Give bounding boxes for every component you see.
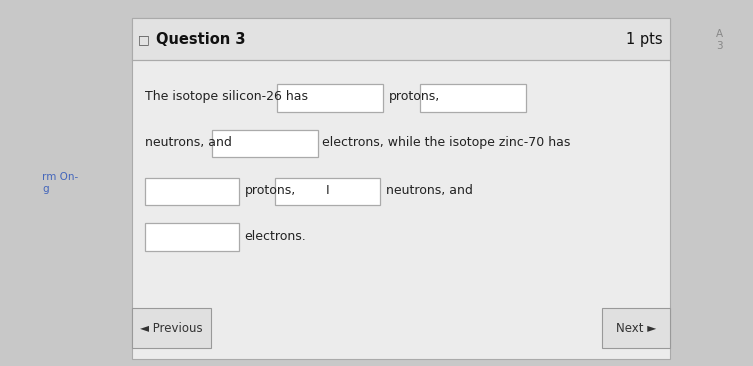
Text: neutrons, and: neutrons, and bbox=[386, 184, 473, 197]
Bar bbox=[132, 18, 670, 359]
Bar bbox=[275, 178, 380, 205]
Bar bbox=[420, 84, 526, 112]
Text: electrons, while the isotope zinc-70 has: electrons, while the isotope zinc-70 has bbox=[322, 136, 571, 149]
Text: protons,: protons, bbox=[389, 90, 440, 104]
Text: ◄ Previous: ◄ Previous bbox=[140, 322, 203, 335]
Text: electrons.: electrons. bbox=[245, 229, 306, 243]
Text: I: I bbox=[326, 184, 329, 197]
Text: A
3: A 3 bbox=[715, 29, 723, 51]
Bar bbox=[277, 84, 383, 112]
Text: The isotope silicon-26 has: The isotope silicon-26 has bbox=[145, 90, 307, 104]
Text: protons,: protons, bbox=[245, 184, 296, 197]
Bar bbox=[132, 308, 211, 348]
Bar bbox=[212, 130, 318, 157]
Text: rm On-
g: rm On- g bbox=[42, 172, 78, 194]
Text: Question 3: Question 3 bbox=[156, 32, 245, 47]
Text: □: □ bbox=[138, 33, 150, 46]
Bar bbox=[602, 308, 670, 348]
Text: Next ►: Next ► bbox=[616, 322, 657, 335]
Text: 1 pts: 1 pts bbox=[626, 32, 663, 47]
Bar bbox=[132, 18, 670, 60]
Bar bbox=[145, 223, 239, 251]
Bar bbox=[145, 178, 239, 205]
Text: neutrons, and: neutrons, and bbox=[145, 136, 231, 149]
